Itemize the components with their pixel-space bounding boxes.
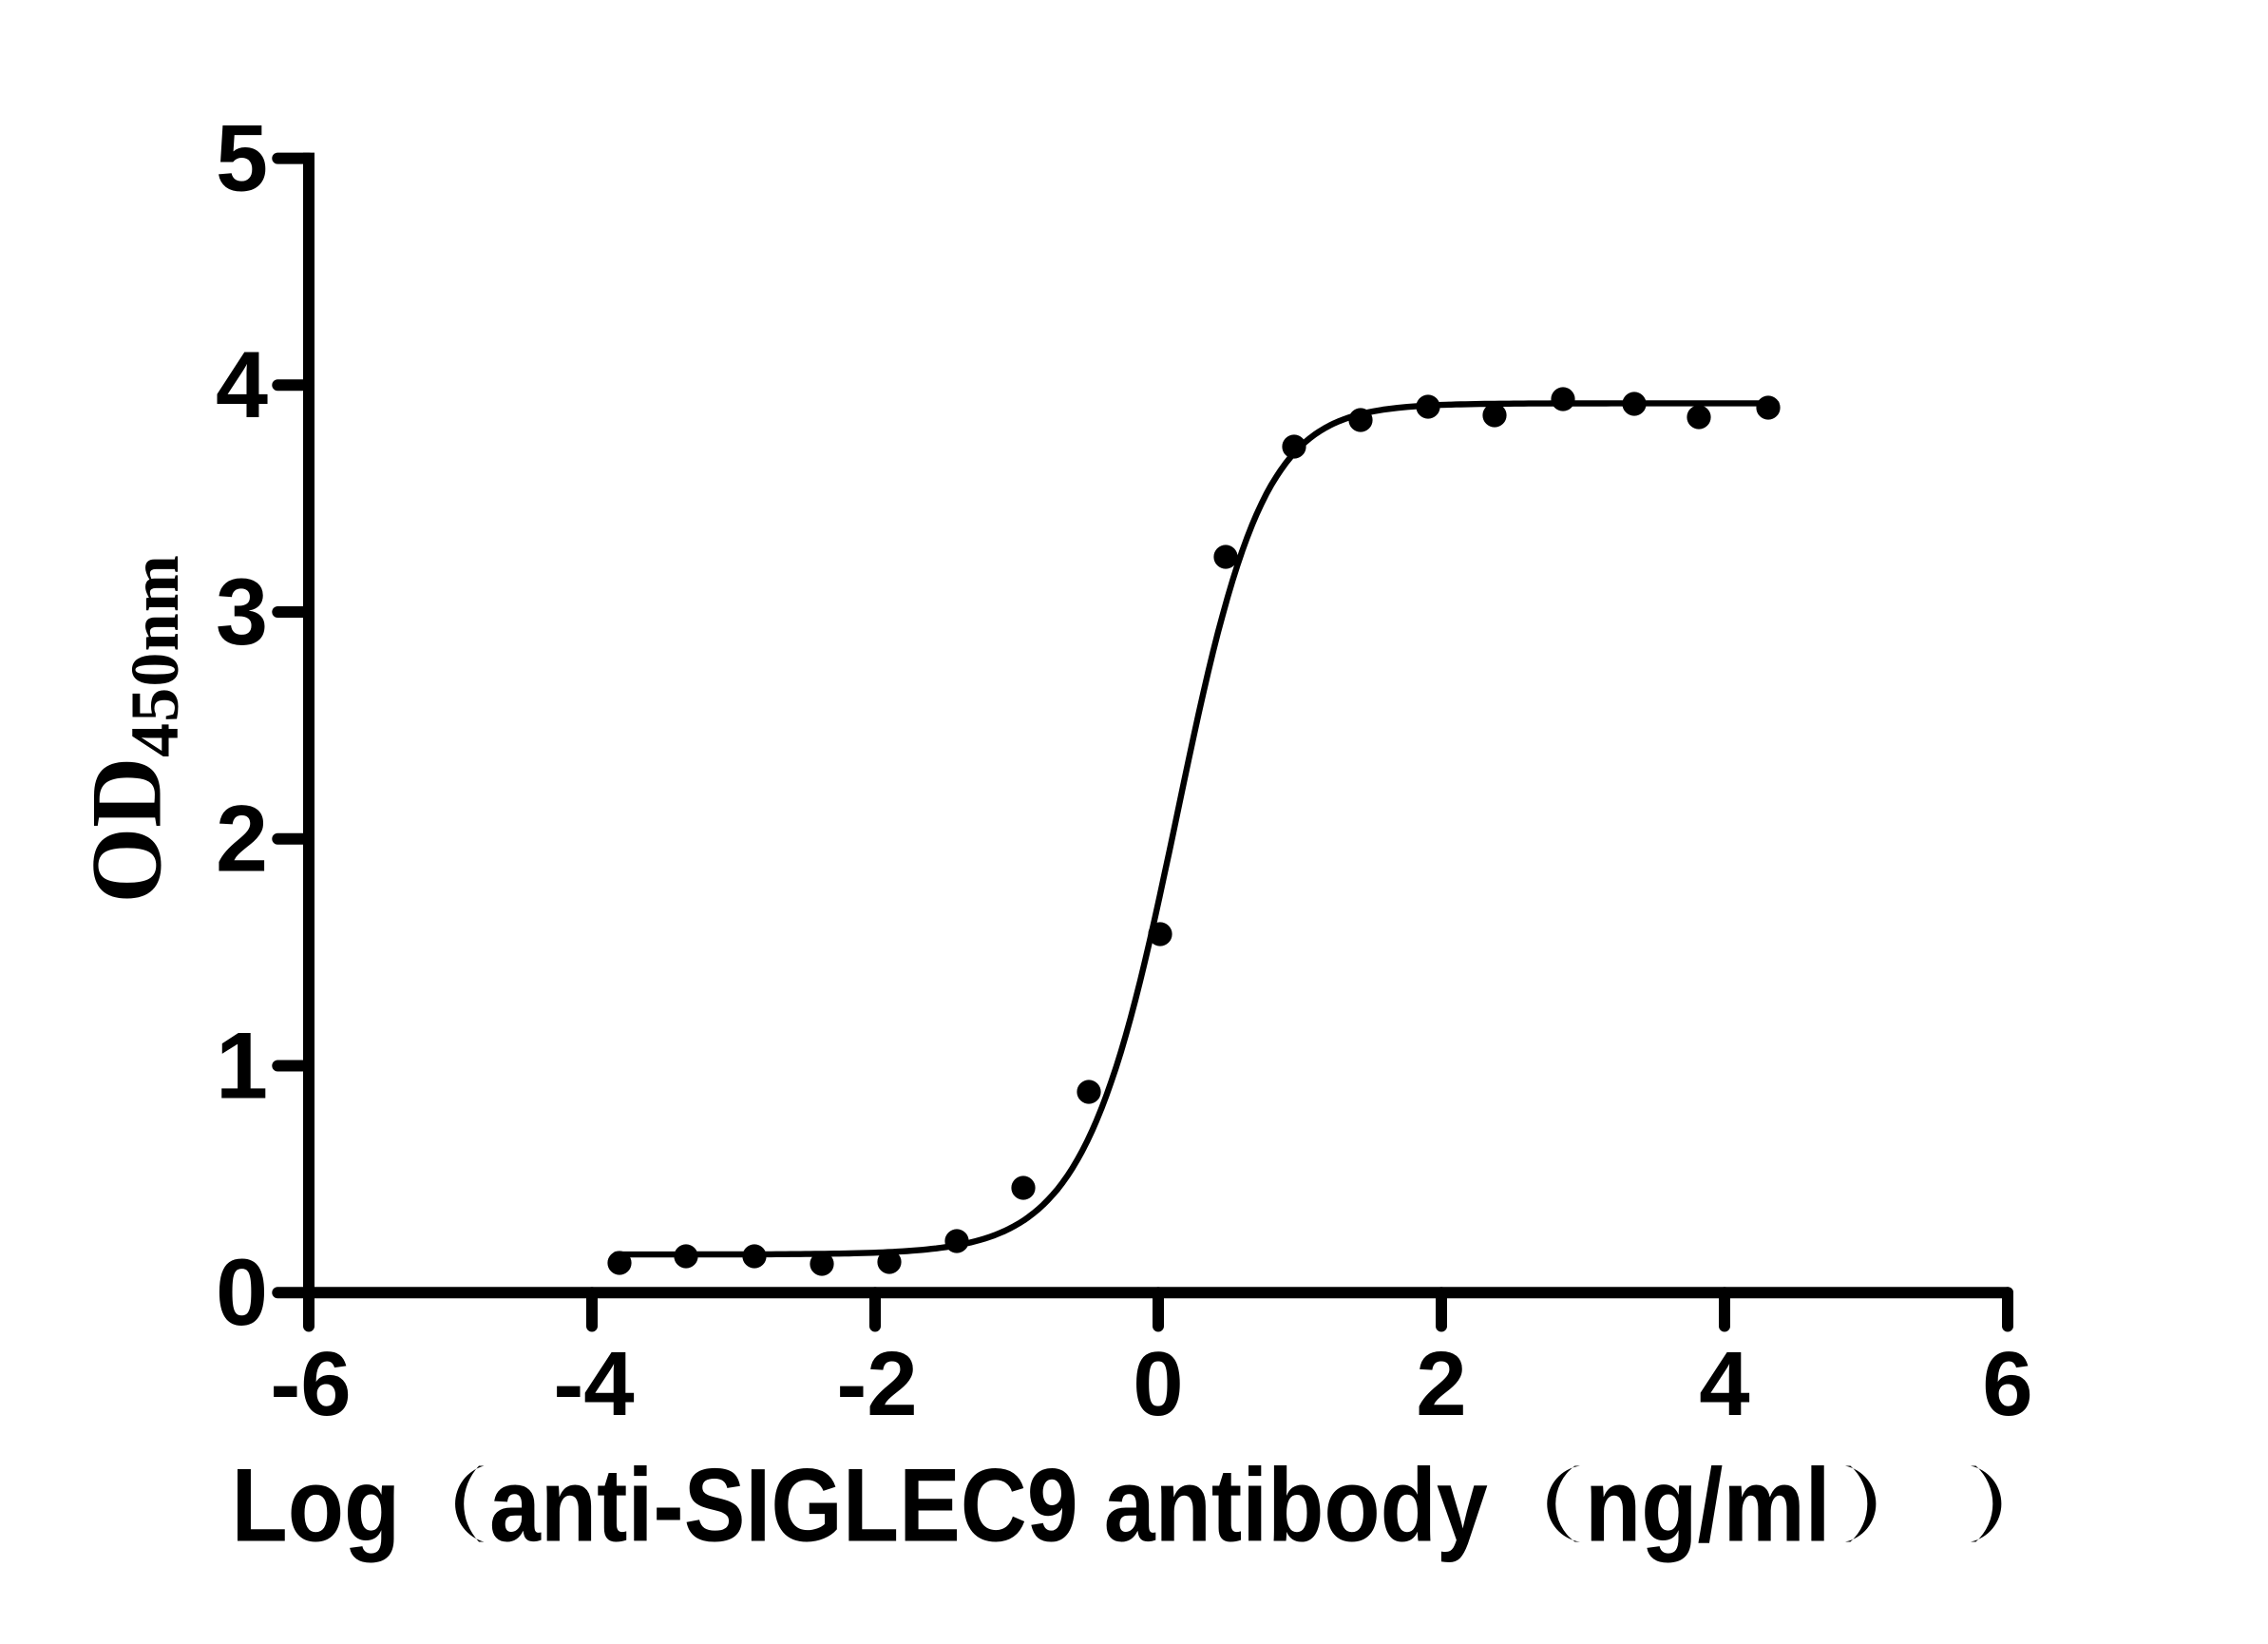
svg-text:1: 1 <box>216 1012 268 1118</box>
svg-text:-4: -4 <box>553 1333 634 1435</box>
svg-text:0: 0 <box>216 1239 268 1345</box>
svg-text:2: 2 <box>1416 1333 1466 1435</box>
svg-text:Log: Log <box>232 1447 401 1563</box>
svg-text:ng/ml: ng/ml <box>1585 1447 1831 1563</box>
svg-text:-6: -6 <box>270 1333 351 1435</box>
svg-text:4: 4 <box>1699 1333 1749 1435</box>
svg-text:OD: OD <box>70 757 182 904</box>
svg-text:0: 0 <box>1133 1333 1183 1435</box>
svg-text:450nm: 450nm <box>117 554 193 757</box>
svg-text:4: 4 <box>216 332 268 437</box>
svg-text:6: 6 <box>1982 1333 2032 1435</box>
svg-text:5: 5 <box>216 105 268 210</box>
svg-text:-2: -2 <box>836 1333 917 1435</box>
svg-text:3: 3 <box>216 559 268 664</box>
svg-text:2: 2 <box>216 786 268 891</box>
svg-text:anti-SIGLEC9 antibody: anti-SIGLEC9 antibody <box>489 1447 1488 1563</box>
